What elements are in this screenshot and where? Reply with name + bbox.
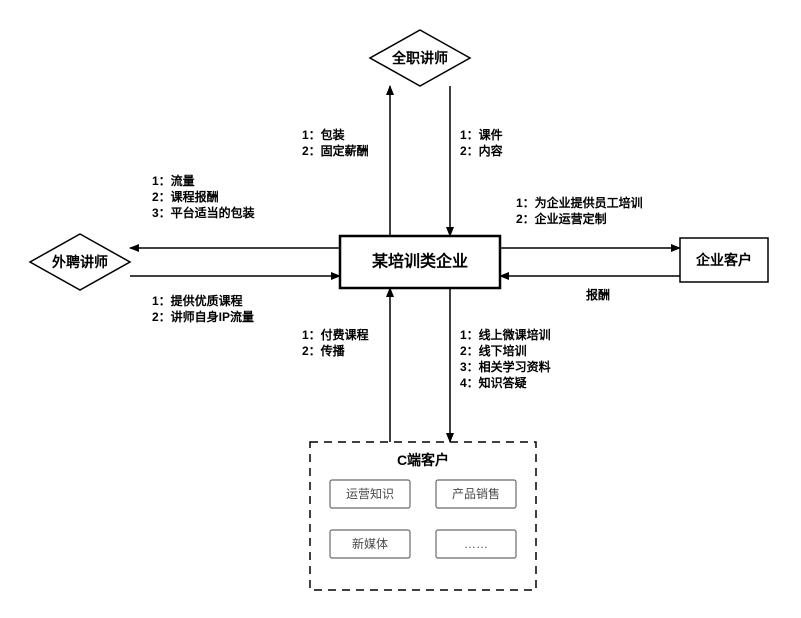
fulltime-label: 全职讲师: [391, 50, 448, 66]
edge-center-to-ccustomer-label: 1：线上微课培训2：线下培训3：相关学习资料4：知识答疑: [460, 327, 551, 390]
sub-box-0-label: 运营知识: [346, 487, 394, 501]
edge-fulltime-to-center-label: 1：课件2：内容: [460, 127, 503, 158]
external-label: 外聘讲师: [52, 254, 108, 270]
edge-ccustomer-to-center-label: 1：付费课程2：传播: [302, 327, 369, 358]
edge-external-to-center-label: 1：提供优质课程2：讲师自身IP流量: [152, 293, 254, 324]
edge-center-to-fulltime-label: 1：包装2：固定薪酬: [302, 127, 369, 158]
center-label: 某培训类企业: [371, 252, 468, 271]
edge-center-to-enterprise-label: 1：为企业提供员工培训2：企业运营定制: [516, 195, 643, 226]
sub-box-3-label: ……: [464, 537, 488, 551]
ccustomer-label: C端客户: [397, 452, 449, 468]
sub-box-2-label: 新媒体: [352, 536, 388, 551]
sub-box-1-label: 产品销售: [452, 486, 500, 501]
enterprise-label: 企业客户: [695, 252, 752, 268]
edge-center-to-external-label: 1：流量2：课程报酬3：平台适当的包装: [152, 173, 255, 220]
edge-enterprise-to-center-label: 报酬: [586, 287, 610, 302]
